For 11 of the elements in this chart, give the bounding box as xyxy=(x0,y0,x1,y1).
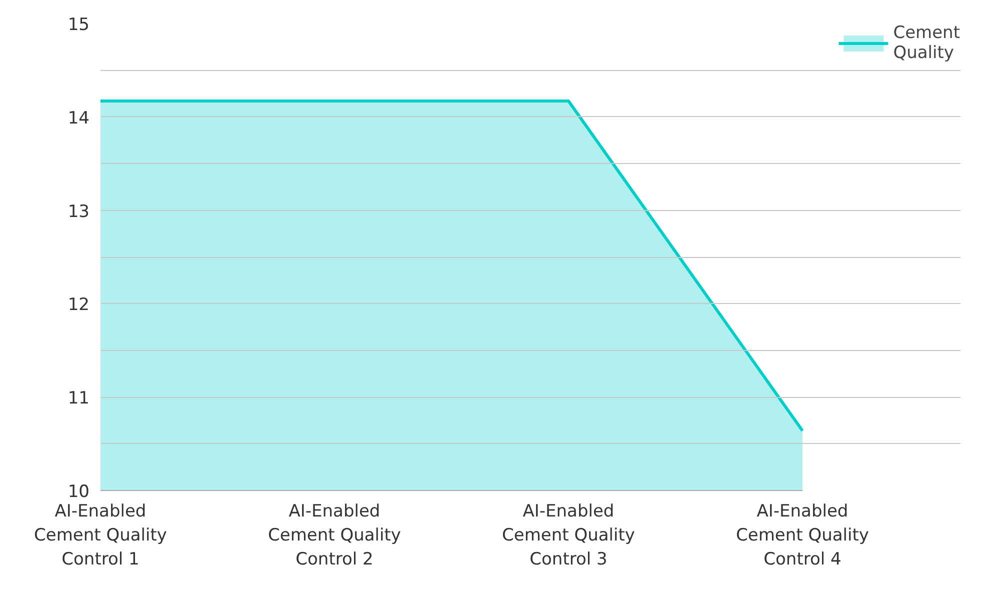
x-tick-label: AI-Enabled Cement Quality Control 2 xyxy=(268,502,401,570)
x-tick-label: AI-Enabled Cement Quality Control 1 xyxy=(34,502,167,570)
y-tick-label: 14 xyxy=(68,108,90,128)
y-tick-label: 12 xyxy=(68,295,90,316)
y-tick-label: 10 xyxy=(68,482,90,502)
y-tick-label: 15 xyxy=(68,15,90,35)
y-tick-label: 13 xyxy=(68,202,90,222)
x-tick-label: AI-Enabled Cement Quality Control 4 xyxy=(736,502,869,570)
y-tick-label: 11 xyxy=(68,388,90,409)
legend-label: Cement Quality xyxy=(893,23,960,63)
x-tick-label: AI-Enabled Cement Quality Control 3 xyxy=(502,502,635,570)
